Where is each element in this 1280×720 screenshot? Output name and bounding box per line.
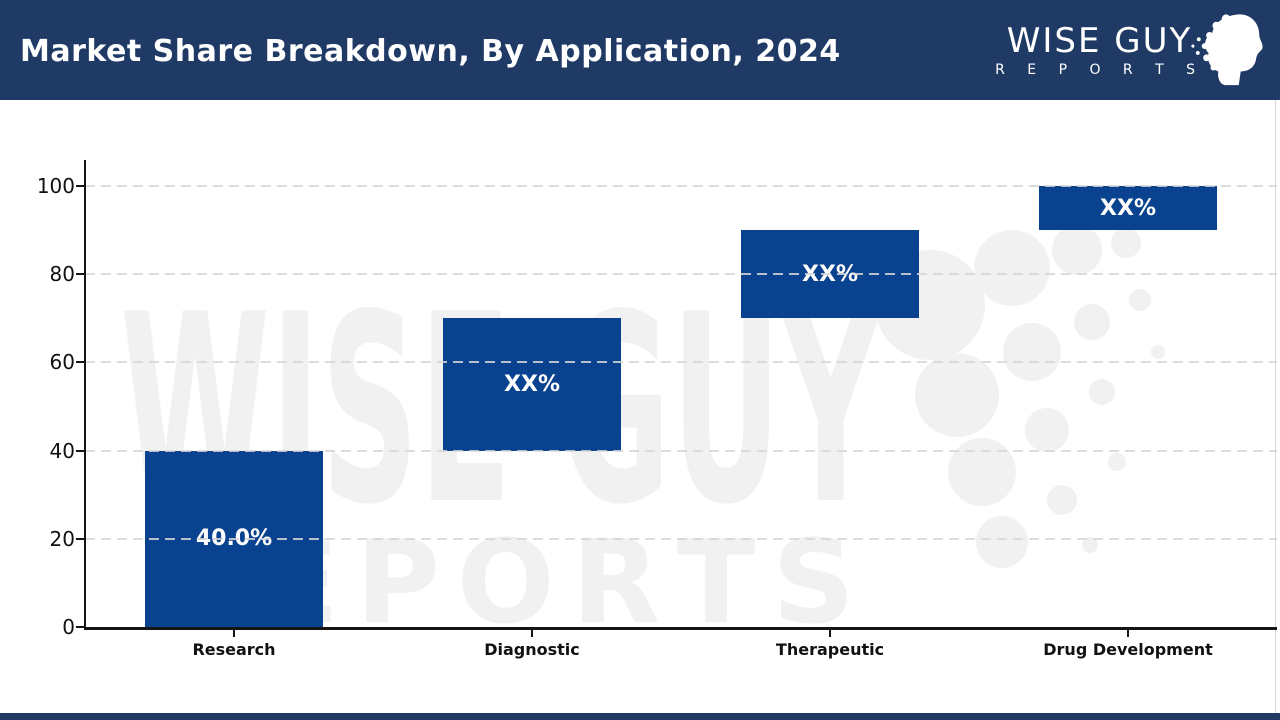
logo-wordmark: WISE GUY R E P O R T S — [995, 22, 1204, 78]
y-tick-label-80: 80 — [49, 262, 75, 287]
x-category-label-2: Therapeutic — [775, 640, 885, 659]
x-category-label-0: Research — [192, 640, 276, 659]
gridline-80 — [85, 273, 1277, 276]
watermark-head-dots — [875, 225, 1165, 568]
logo-wordmark-line2: R E P O R T S — [995, 62, 1204, 78]
x-axis-spine — [85, 627, 1277, 630]
logo-wordmark-line1: WISE GUY — [1006, 21, 1193, 61]
y-tick-label-20: 20 — [49, 526, 75, 551]
header-bar: Market Share Breakdown, By Application, … — [0, 0, 1280, 100]
y-tick-mark-100 — [76, 185, 85, 187]
x-tick-mark-3 — [1127, 630, 1129, 637]
wiseguy-logo: WISE GUY R E P O R T S — [995, 6, 1268, 94]
y-tick-label-60: 60 — [49, 350, 75, 375]
y-tick-label-40: 40 — [49, 438, 75, 463]
y-tick-label-100: 100 — [36, 174, 75, 198]
x-category-label-1: Diagnostic — [484, 640, 580, 659]
y-tick-mark-20 — [76, 537, 85, 540]
x-tick-mark-1 — [531, 630, 533, 637]
dotted-head-icon — [1191, 14, 1263, 86]
plot-right-border — [1275, 100, 1276, 713]
x-tick-mark-2 — [829, 630, 831, 637]
y-tick-label-0: 0 — [62, 615, 75, 639]
x-tick-mark-0 — [233, 630, 235, 637]
y-tick-mark-80 — [76, 273, 85, 276]
footer-bar — [0, 713, 1280, 720]
y-tick-mark-60 — [76, 361, 85, 364]
chart-title: Market Share Breakdown, By Application, … — [20, 34, 841, 69]
x-category-label-3: Drug Development — [1043, 640, 1213, 659]
y-tick-mark-0 — [76, 626, 85, 628]
gridline-40 — [85, 449, 1277, 452]
bar-drug-development: XX% — [1039, 186, 1217, 231]
bar-diagnostic: XX% — [443, 318, 621, 451]
gridline-100 — [85, 185, 1277, 187]
y-axis-spine — [84, 160, 86, 630]
gridline-20 — [85, 537, 1277, 540]
y-tick-mark-40 — [76, 449, 85, 452]
bar-value-label: XX% — [504, 371, 560, 397]
bar-value-label: XX% — [1100, 195, 1156, 221]
gridline-60 — [85, 361, 1277, 364]
